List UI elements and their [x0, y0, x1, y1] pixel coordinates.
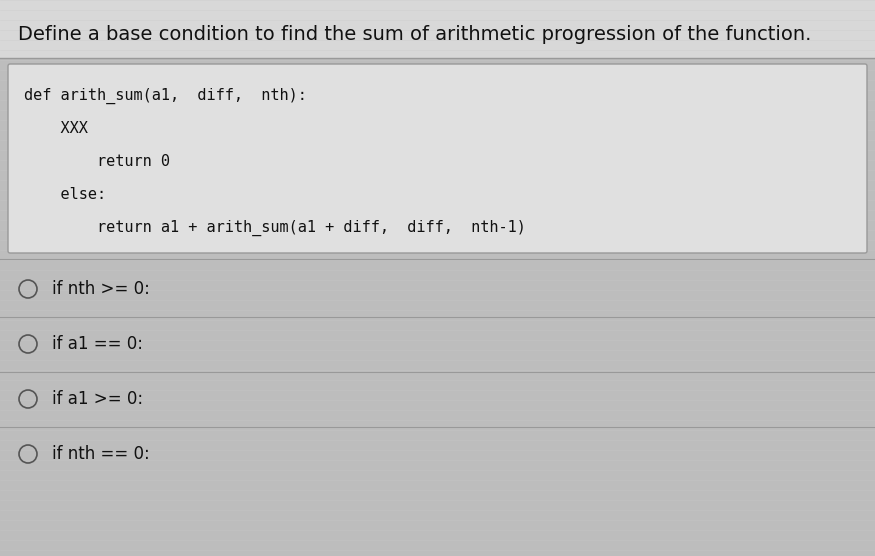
Text: if nth == 0:: if nth == 0:	[52, 445, 150, 463]
Text: Define a base condition to find the sum of arithmetic progression of the functio: Define a base condition to find the sum …	[18, 26, 811, 44]
Text: if a1 == 0:: if a1 == 0:	[52, 335, 143, 353]
Bar	[0, 0, 875, 58]
Text: def arith_sum(a1,  diff,  nth):: def arith_sum(a1, diff, nth):	[24, 88, 307, 104]
Text: if a1 >= 0:: if a1 >= 0:	[52, 390, 144, 408]
Text: return a1 + arith_sum(a1 + diff,  diff,  nth-1): return a1 + arith_sum(a1 + diff, diff, n…	[24, 220, 526, 236]
FancyBboxPatch shape	[8, 64, 867, 253]
Text: return 0: return 0	[24, 154, 170, 169]
Text: XXX: XXX	[24, 121, 88, 136]
Text: if nth >= 0:: if nth >= 0:	[52, 280, 150, 298]
Text: else:: else:	[24, 187, 106, 202]
